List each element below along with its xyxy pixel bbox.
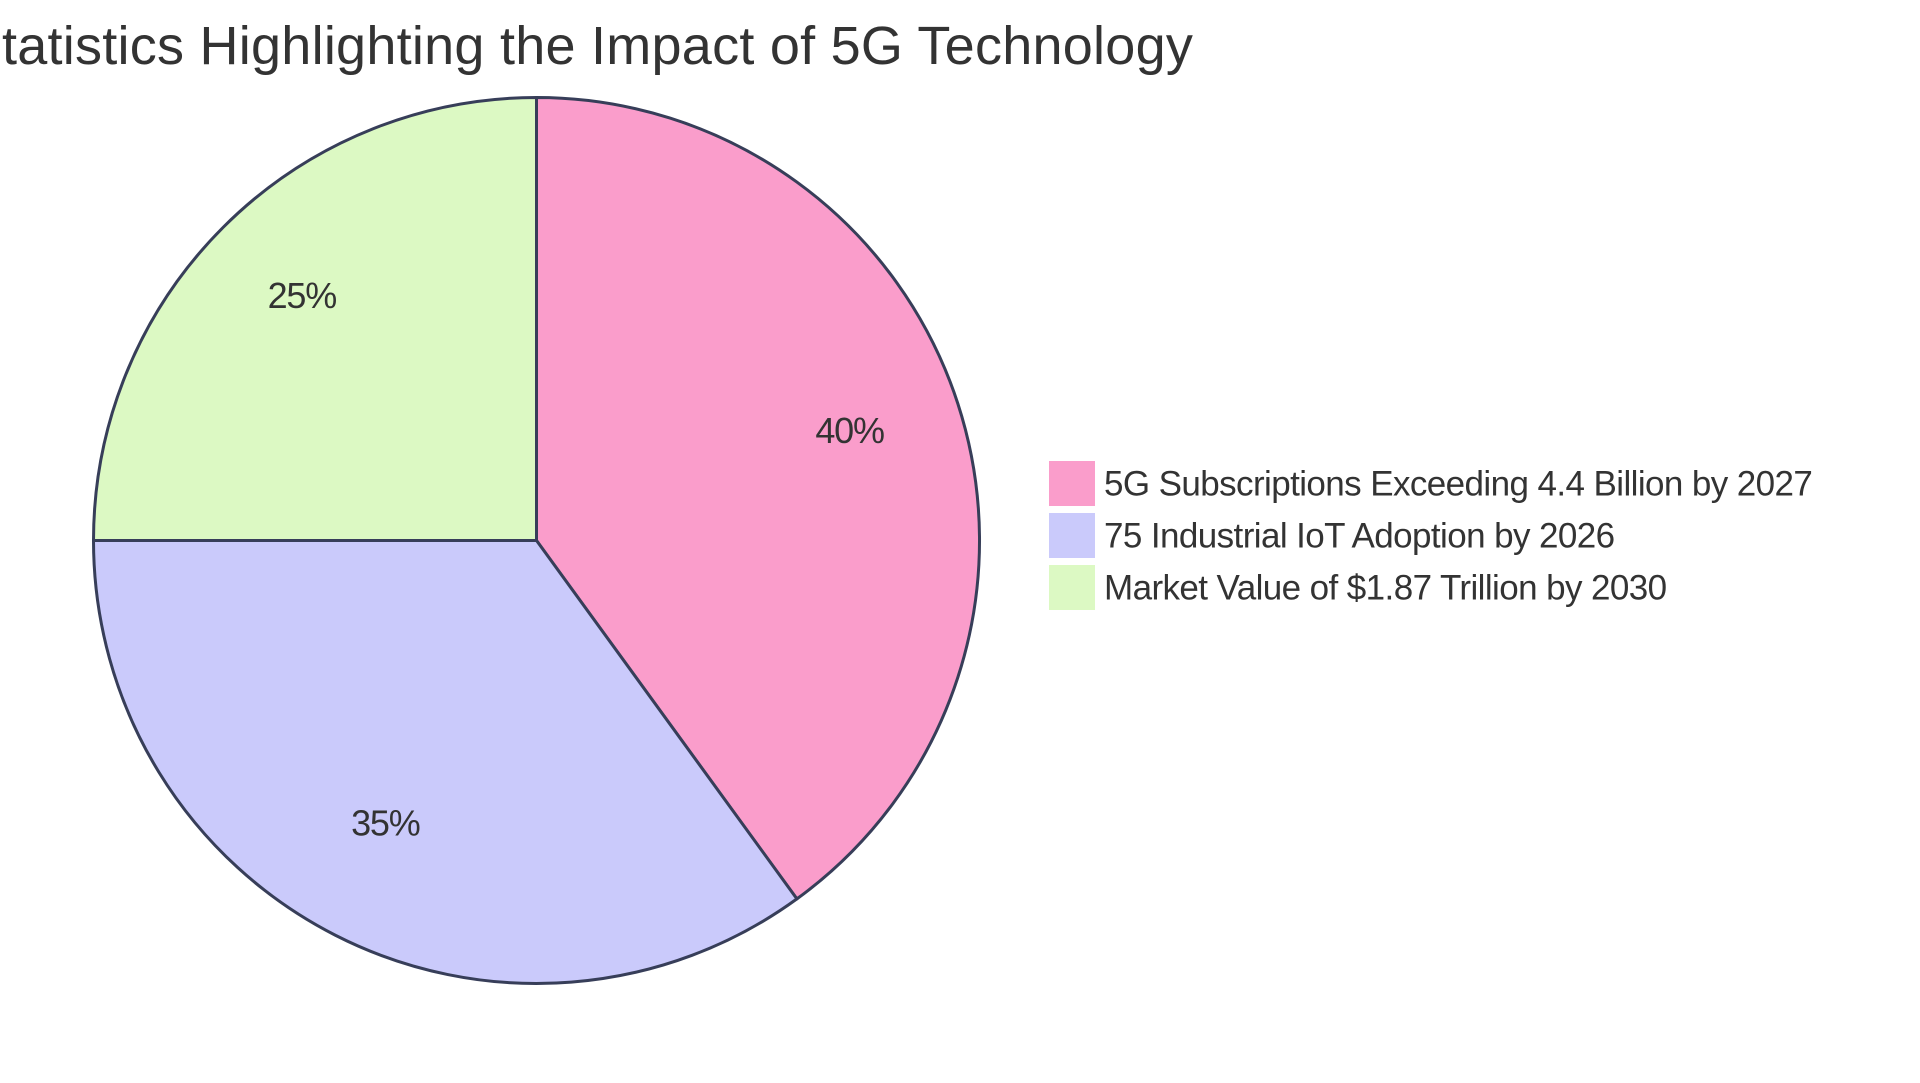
svg-text:75 Industrial IoT Adoption by: 75 Industrial IoT Adoption by 2026 xyxy=(1104,517,1615,556)
svg-text:25%: 25% xyxy=(268,275,337,316)
svg-text:40%: 40% xyxy=(815,410,884,451)
svg-text:Market Value of $1.87 Trillion: Market Value of $1.87 Trillion by 2030 xyxy=(1104,569,1667,608)
svg-text:35%: 35% xyxy=(351,803,420,844)
svg-text:5G Subscriptions Exceeding 4.4: 5G Subscriptions Exceeding 4.4 Billion b… xyxy=(1104,465,1812,504)
svg-text:Statistics Highlighting the Im: Statistics Highlighting the Impact of 5G… xyxy=(0,16,1193,76)
